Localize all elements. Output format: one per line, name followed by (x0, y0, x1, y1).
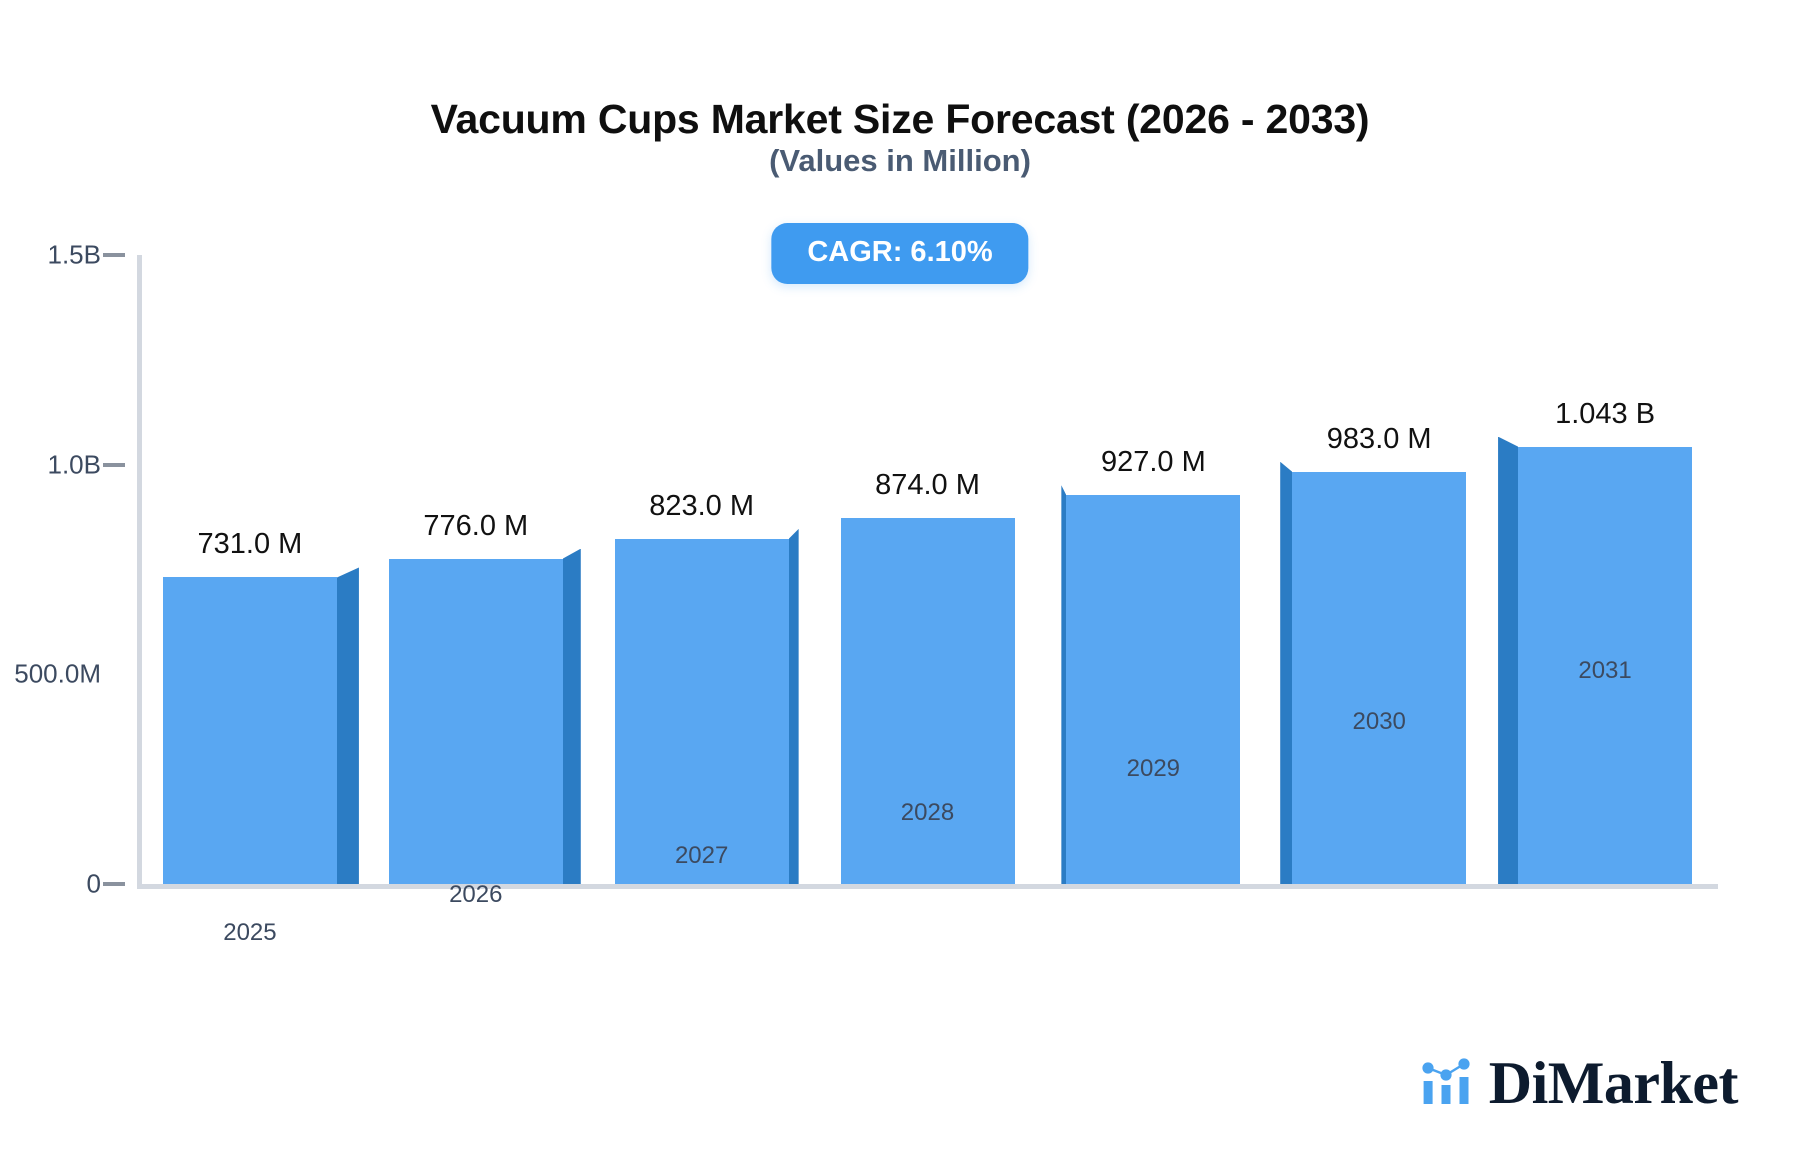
y-axis-tick (103, 882, 125, 886)
bar-value-label: 1.043 B (1555, 397, 1656, 430)
x-axis-label: 2028 (900, 799, 955, 827)
x-axis-label: 2029 (1126, 754, 1181, 782)
bar-face (1518, 446, 1693, 884)
x-axis-line (137, 884, 1718, 889)
bar-value-label: 927.0 M (1100, 446, 1206, 479)
y-axis-label: 1.5B (47, 239, 102, 270)
y-axis-tick (103, 253, 125, 257)
bar-value-label: 776.0 M (423, 509, 529, 542)
bar-chart-icon (1417, 1051, 1475, 1114)
bar-face (1066, 495, 1241, 884)
bar-2028[interactable]: 874.0 M 2028 (840, 469, 1015, 884)
bar-3d-side (1498, 436, 1519, 884)
bar-face (840, 517, 1015, 884)
logo-text: DiMarket (1488, 1049, 1739, 1116)
dimarket-logo: DiMarket (1417, 1049, 1739, 1116)
bar-3d-side (336, 567, 359, 884)
chart-title: Vacuum Cups Market Size Forecast (2026 -… (430, 96, 1370, 142)
bar-3d-side (1061, 485, 1067, 884)
x-axis-label: 2027 (674, 841, 729, 869)
bar-3d-side (1280, 461, 1293, 884)
bar-2030[interactable]: 983.0 M 2030 (1280, 423, 1467, 884)
y-axis-label: 0 (86, 868, 101, 899)
bar-face (388, 558, 563, 884)
y-axis-label: 500.0M (14, 658, 101, 689)
y-axis-tick (103, 462, 125, 467)
bar-2029[interactable]: 927.0 M 2029 (1061, 446, 1241, 884)
x-axis-label: 2031 (1578, 657, 1632, 685)
bar-face (162, 577, 337, 884)
bar-value-label: 823.0 M (649, 489, 755, 522)
x-axis-label: 2030 (1352, 707, 1406, 735)
bar-value-label: 731.0 M (197, 528, 303, 561)
plot-area: 1.5B 1.0B 500.0M 0 731.0 M 2025 776.0 M 2026 82… (14, 240, 1718, 946)
bar-value-label: 874.0 M (875, 468, 980, 501)
bar-2026[interactable]: 776.0 M 2026 (388, 510, 581, 908)
bar-3d-side (788, 528, 799, 884)
y-axis-line (137, 255, 142, 884)
bar-2025[interactable]: 731.0 M 2025 (162, 528, 359, 946)
bar-face (1292, 471, 1467, 884)
y-axis-label: 1.0B (47, 449, 102, 480)
chart-subtitle: (Values in Million) (769, 143, 1031, 178)
bar-value-label: 983.0 M (1326, 422, 1432, 455)
bar-face (614, 538, 789, 884)
cagr-badge: CAGR: 6.10% (771, 223, 1029, 284)
bar-3d-side (562, 548, 581, 884)
bar-2027[interactable]: 823.0 M 2027 (614, 490, 799, 884)
x-axis-label: 2026 (449, 881, 503, 909)
x-axis-label: 2025 (223, 918, 277, 946)
bar-2031[interactable]: 1.043 B 2031 (1498, 398, 1693, 884)
